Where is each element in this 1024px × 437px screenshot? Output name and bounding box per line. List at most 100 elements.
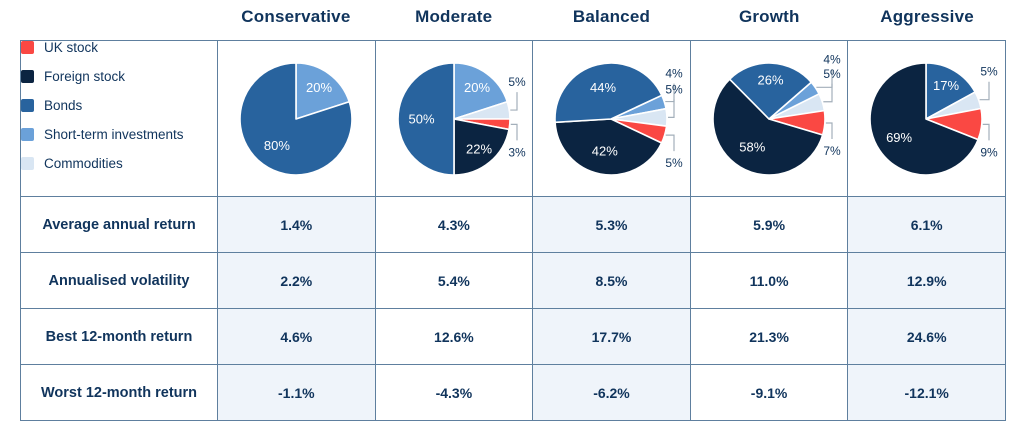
callout-label-short-term-investments: 4% xyxy=(666,66,684,80)
row-label-average-annual-return: Average annual return xyxy=(20,196,218,253)
legend: UK stock Foreign stock Bonds Short-term … xyxy=(20,40,218,197)
legend-swatch-uk-stock xyxy=(21,41,34,54)
pie-label-bonds: 44% xyxy=(590,80,616,95)
pie-cell-aggressive: 17% 69% 5% 9% xyxy=(847,40,1006,197)
callout-label-commodities: 5% xyxy=(508,75,526,89)
callout-label-commodities: 5% xyxy=(823,66,841,80)
legend-label-commodities: Commodities xyxy=(44,156,123,171)
row-label-annualised-volatility: Annualised volatility xyxy=(20,252,218,309)
pie-slice-foreign-stock xyxy=(711,77,824,176)
callout-line-commodities xyxy=(980,81,990,100)
callout-label-commodities: 5% xyxy=(666,82,684,96)
pie-cell-moderate: 20% 22% 50% 5% 3% xyxy=(374,40,534,197)
legend-label-uk-stock: UK stock xyxy=(44,40,99,55)
legend-item-uk-stock: UK stock xyxy=(21,41,217,54)
column-header-balanced: Balanced xyxy=(572,7,651,26)
stat-cell: 2.2% xyxy=(217,252,376,309)
pie-label-foreign-stock: 42% xyxy=(592,143,618,158)
stat-cell: -12.1% xyxy=(847,364,1006,421)
pie-slice-bonds xyxy=(554,61,663,123)
stat-cell: 4.6% xyxy=(217,308,376,365)
pie-slice-foreign-stock xyxy=(554,117,663,176)
pie-label-foreign-stock: 22% xyxy=(466,141,492,156)
stat-cell: 11.0% xyxy=(689,252,849,309)
pie-cell-balanced: 42% 44% 4% 5% 5% xyxy=(532,40,691,197)
stat-cell: -4.3% xyxy=(374,364,534,421)
callout-label-short-term-investments: 4% xyxy=(823,52,841,66)
pie-label-foreign-stock: 58% xyxy=(739,139,765,154)
pie-row: UK stock Foreign stock Bonds Short-term … xyxy=(20,40,1006,197)
callout-line-commodities xyxy=(509,91,518,111)
pie-slice-bonds xyxy=(239,61,353,176)
legend-swatch-foreign-stock xyxy=(21,70,34,83)
stat-cell: 5.3% xyxy=(532,196,691,253)
column-header-growth: Growth xyxy=(738,7,800,26)
stat-cell: 12.9% xyxy=(847,252,1006,309)
pie-chart-moderate: 20% 22% 50% 5% 3% xyxy=(396,61,526,176)
pie-cell-growth: 58% 26% 4% 5% 7% xyxy=(689,40,849,197)
pie-label-bonds: 26% xyxy=(757,72,783,87)
stat-cell: -6.2% xyxy=(532,364,691,421)
callout-label-uk-stock: 9% xyxy=(981,145,999,159)
callout-line-commodities xyxy=(668,98,675,118)
legend-label-bonds: Bonds xyxy=(44,98,83,113)
stat-cell: 4.3% xyxy=(374,196,534,253)
comparison-table: UK stock Foreign stock Bonds Short-term … xyxy=(20,40,1006,421)
table-row-best-12-month-return: Best 12-month return 4.6% 12.6% 17.7% 21… xyxy=(20,308,1006,365)
legend-swatch-commodities xyxy=(21,157,34,170)
column-header-conservative: Conservative xyxy=(241,7,351,26)
pie-chart-conservative: 20% 80% xyxy=(239,61,353,176)
stat-cell: -1.1% xyxy=(217,364,376,421)
stat-cell: 17.7% xyxy=(532,308,691,365)
callout-label-uk-stock: 7% xyxy=(823,144,841,158)
stat-cell: 24.6% xyxy=(847,308,1006,365)
callout-label-uk-stock: 3% xyxy=(508,145,526,159)
pie-slice-bonds xyxy=(396,61,455,176)
table-row-annualised-volatility: Annualised volatility 2.2% 5.4% 8.5% 11.… xyxy=(20,252,1006,309)
legend-label-foreign-stock: Foreign stock xyxy=(44,69,126,84)
pie-label-bonds: 17% xyxy=(933,77,959,92)
pie-slice-bonds xyxy=(925,61,977,120)
pie-label-bonds: 80% xyxy=(264,137,290,152)
pie-slice-foreign-stock xyxy=(452,117,510,176)
legend-label-short-term-investments: Short-term investments xyxy=(44,127,184,142)
stat-cell: 1.4% xyxy=(217,196,376,253)
pie-label-bonds: 50% xyxy=(408,111,434,126)
pie-label-short-term-investments: 20% xyxy=(464,79,490,94)
column-header-moderate: Moderate xyxy=(415,7,493,26)
pie-label-short-term-investments: 20% xyxy=(306,79,332,94)
callout-line-uk-stock xyxy=(510,123,518,140)
row-label-worst-12-month-return: Worst 12-month return xyxy=(20,364,218,421)
callout-line-commodities xyxy=(823,83,833,102)
row-label-best-12-month-return: Best 12-month return xyxy=(20,308,218,365)
pie-slice-short-term-investments xyxy=(452,61,508,120)
stat-cell: 21.3% xyxy=(689,308,849,365)
legend-item-bonds: Bonds xyxy=(21,99,217,112)
pie-chart-growth: 58% 26% 4%5% 7% xyxy=(711,52,841,176)
callout-line-uk-stock xyxy=(983,123,990,140)
table-row-worst-12-month-return: Worst 12-month return -1.1% -4.3% -6.2% … xyxy=(20,364,1006,421)
pie-slice-short-term-investments xyxy=(295,61,351,120)
pie-slice-foreign-stock xyxy=(869,61,980,176)
stat-cell: 6.1% xyxy=(847,196,1006,253)
legend-item-foreign-stock: Foreign stock xyxy=(21,70,217,83)
callout-label-uk-stock: 5% xyxy=(666,156,684,170)
stat-cell: 5.4% xyxy=(374,252,534,309)
stat-cell: 5.9% xyxy=(689,196,849,253)
pie-chart-balanced: 42% 44% 4% 5% 5% xyxy=(554,61,684,176)
legend-swatch-bonds xyxy=(21,99,34,112)
pie-slice-bonds xyxy=(728,61,812,120)
stat-cell: -9.1% xyxy=(689,364,849,421)
legend-item-short-term-investments: Short-term investments xyxy=(21,128,217,141)
callout-line-uk-stock xyxy=(665,133,675,151)
pie-cell-conservative: 20% 80% xyxy=(217,40,376,197)
pie-label-foreign-stock: 69% xyxy=(886,129,912,144)
callout-label-commodities: 5% xyxy=(981,64,999,78)
stat-cell: 12.6% xyxy=(374,308,534,365)
column-headers: Conservative Moderate Balanced Growth Ag… xyxy=(217,7,1006,27)
legend-swatch-short-term-investments xyxy=(21,128,34,141)
table-row-average-annual-return: Average annual return 1.4% 4.3% 5.3% 5.9… xyxy=(20,196,1006,253)
pie-chart-aggressive: 17% 69% 5% 9% xyxy=(869,61,999,176)
callout-line-uk-stock xyxy=(825,121,833,139)
